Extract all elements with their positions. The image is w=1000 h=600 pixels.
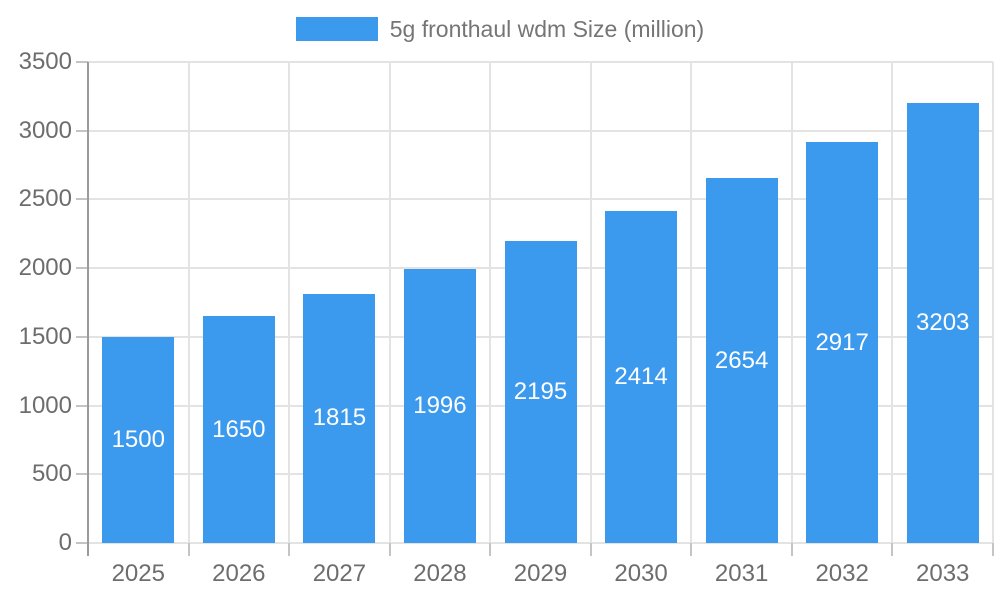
y-axis-tick bbox=[76, 335, 88, 338]
gridline-horizontal bbox=[88, 61, 993, 63]
legend[interactable]: 5g fronthaul wdm Size (million) bbox=[0, 17, 1000, 41]
gridline-vertical bbox=[187, 62, 190, 543]
bar-value-label: 2414 bbox=[614, 363, 668, 391]
x-axis-tick-label: 2026 bbox=[212, 560, 266, 587]
legend-swatch bbox=[295, 17, 378, 41]
x-axis-tick bbox=[489, 543, 492, 556]
y-axis-tick bbox=[76, 61, 88, 63]
x-axis-tick-label: 2031 bbox=[714, 560, 769, 587]
gridline-vertical bbox=[288, 62, 291, 543]
gridline-vertical bbox=[790, 62, 793, 543]
gridline-horizontal bbox=[88, 542, 993, 544]
bar-value-label: 1815 bbox=[312, 404, 367, 432]
x-axis-tick bbox=[690, 543, 693, 556]
y-axis-tick-label: 3500 bbox=[18, 48, 72, 75]
y-axis-tick bbox=[76, 198, 88, 201]
y-axis-tick-label: 2000 bbox=[18, 254, 72, 282]
y-axis-tick-label: 3000 bbox=[18, 116, 72, 144]
x-axis-tick-label: 2027 bbox=[312, 560, 367, 587]
bar-2026[interactable]: 1650 bbox=[202, 316, 275, 543]
x-axis-tick-label: 2033 bbox=[916, 560, 970, 587]
x-axis-tick bbox=[992, 543, 994, 556]
y-axis-tick-label: 0 bbox=[58, 529, 72, 556]
y-axis-tick-label: 1000 bbox=[18, 391, 72, 419]
bar-value-label: 2195 bbox=[513, 378, 568, 406]
bar-2032[interactable]: 2917 bbox=[806, 142, 879, 543]
bar-2030[interactable]: 2414 bbox=[605, 211, 678, 543]
bar-value-label: 3203 bbox=[916, 308, 970, 336]
gridline-vertical bbox=[489, 62, 492, 543]
x-axis-tick bbox=[790, 543, 793, 556]
gridline-vertical bbox=[388, 62, 391, 543]
y-axis-line bbox=[87, 62, 89, 556]
bar-value-label: 1500 bbox=[111, 425, 165, 453]
gridline-horizontal bbox=[88, 129, 993, 132]
bar-2027[interactable]: 1815 bbox=[303, 293, 376, 543]
legend-label: 5g fronthaul wdm Size (million) bbox=[389, 16, 705, 42]
x-axis-tick bbox=[388, 543, 391, 556]
bar-2029[interactable]: 2195 bbox=[504, 241, 577, 543]
x-axis-tick bbox=[891, 543, 894, 556]
y-axis-tick-label: 500 bbox=[31, 460, 72, 488]
x-axis-tick bbox=[187, 543, 190, 556]
bar-value-label: 1650 bbox=[212, 415, 266, 443]
x-axis-tick bbox=[288, 543, 291, 556]
x-axis-tick bbox=[589, 543, 592, 556]
bar-2031[interactable]: 2654 bbox=[705, 178, 778, 543]
x-axis-tick-label: 2029 bbox=[513, 560, 568, 587]
y-axis-tick-label: 1500 bbox=[18, 322, 72, 350]
bar-value-label: 1996 bbox=[413, 391, 467, 419]
gridline-vertical bbox=[589, 62, 592, 543]
bar-2033[interactable]: 3203 bbox=[906, 102, 979, 543]
y-axis-tick bbox=[76, 129, 88, 132]
gridline-vertical bbox=[690, 62, 693, 543]
gridline-vertical bbox=[992, 62, 994, 543]
y-axis-tick bbox=[76, 404, 88, 407]
bar-2025[interactable]: 1500 bbox=[102, 336, 175, 543]
gridline-horizontal bbox=[88, 198, 993, 201]
x-axis-tick-label: 2030 bbox=[614, 560, 668, 587]
x-axis-tick-label: 2032 bbox=[815, 560, 869, 587]
x-axis-tick-label: 2028 bbox=[413, 560, 467, 587]
bar-value-label: 2654 bbox=[714, 346, 769, 374]
x-axis-tick-label: 2025 bbox=[111, 560, 165, 587]
y-axis-tick bbox=[76, 542, 88, 544]
y-axis-tick bbox=[76, 267, 88, 270]
bar-value-label: 2917 bbox=[815, 328, 869, 356]
y-axis-tick-label: 2500 bbox=[18, 185, 72, 213]
bar-2028[interactable]: 1996 bbox=[403, 268, 476, 543]
y-axis-tick bbox=[76, 473, 88, 476]
gridline-vertical bbox=[891, 62, 894, 543]
